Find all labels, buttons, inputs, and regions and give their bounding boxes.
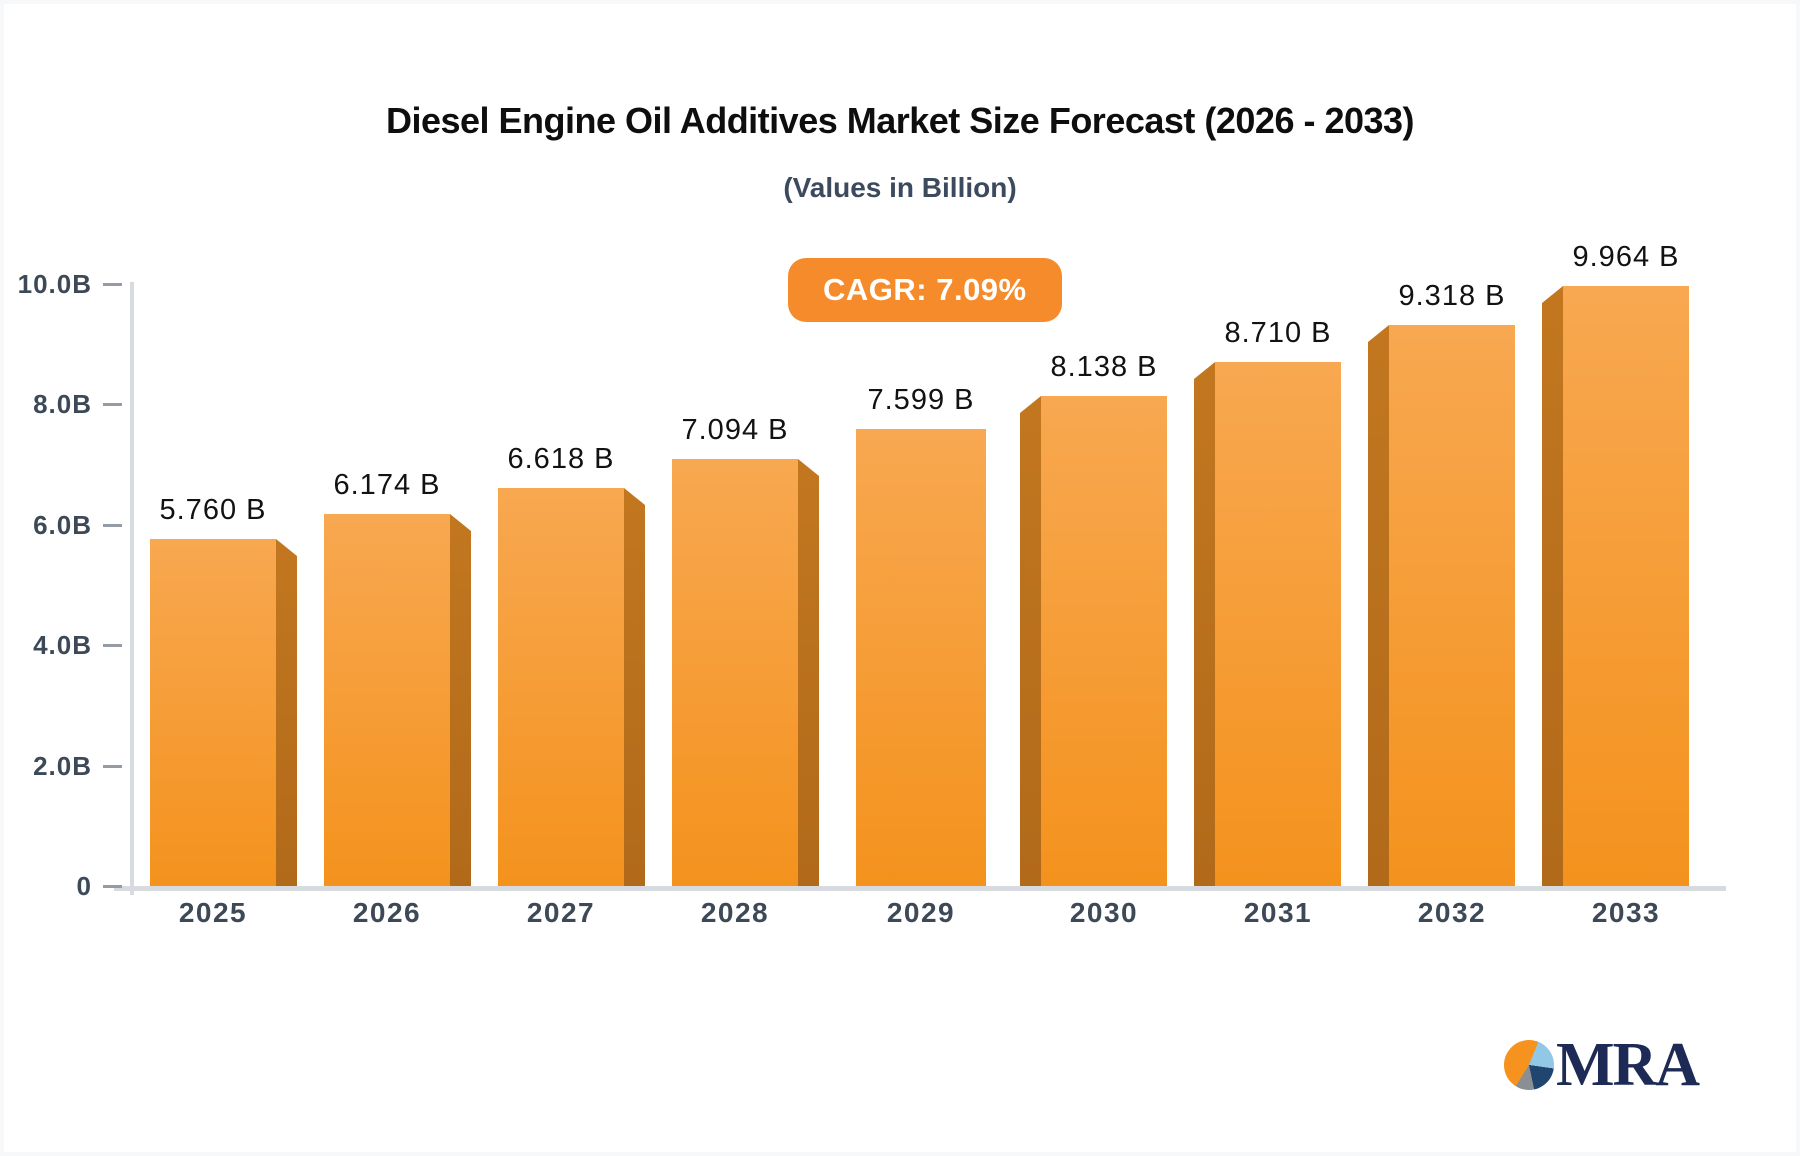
bar-side — [450, 514, 471, 886]
bar — [150, 539, 276, 886]
bar-side — [276, 539, 297, 886]
bar-value-label: 8.138 B — [1050, 351, 1158, 383]
y-tick-label: 10.0B — [17, 269, 92, 299]
x-axis-label: 2025 — [178, 897, 248, 928]
y-tick-mark — [103, 885, 122, 888]
bar-value-label: 9.964 B — [1572, 241, 1680, 273]
bar-side — [1194, 362, 1215, 886]
x-axis-line — [114, 886, 1726, 891]
x-axis-label: 2029 — [886, 897, 956, 928]
y-tick-label: 0 — [76, 871, 92, 901]
x-axis-label: 2027 — [526, 897, 596, 928]
bar — [1215, 362, 1341, 886]
y-tick-label: 6.0B — [33, 509, 92, 540]
page-title: Diesel Engine Oil Additives Market Size … — [385, 100, 1415, 141]
y-tick-mark — [103, 283, 122, 286]
bar — [1389, 325, 1515, 886]
bar — [1041, 396, 1167, 886]
y-tick-mark — [103, 403, 122, 407]
bar-side — [798, 459, 819, 886]
x-axis-label: 2028 — [700, 897, 770, 928]
logo: MRA — [1504, 1031, 1700, 1099]
bar-value-label: 6.618 B — [507, 443, 615, 475]
bar-side — [1020, 396, 1041, 886]
bar — [672, 459, 798, 886]
y-tick-label: 2.0B — [33, 750, 92, 781]
chart-card: Diesel Engine Oil Additives Market Size … — [4, 4, 1796, 1152]
y-tick-mark — [103, 644, 122, 648]
bar — [498, 488, 624, 886]
cagr-badge: CAGR: 7.09% — [788, 258, 1062, 322]
bar-value-label: 5.760 B — [159, 494, 267, 526]
bar-value-label: 6.174 B — [333, 469, 441, 501]
x-axis-label: 2030 — [1069, 897, 1139, 928]
pie-chart-logo-icon — [1504, 1040, 1554, 1090]
y-axis-line — [130, 282, 134, 895]
y-tick-label: 4.0B — [33, 630, 92, 661]
bar-value-label: 7.599 B — [867, 384, 975, 416]
bar-value-label: 9.318 B — [1398, 280, 1506, 312]
bar-side — [624, 488, 645, 886]
logo-text: MRA — [1556, 1031, 1700, 1099]
bar-value-label: 7.094 B — [681, 414, 789, 446]
bar-value-label: 8.710 B — [1224, 317, 1332, 349]
bar — [324, 514, 450, 886]
y-tick-label: 8.0B — [33, 389, 92, 420]
x-axis-label: 2033 — [1591, 897, 1661, 928]
bar-side — [1542, 286, 1563, 886]
x-axis-label: 2031 — [1243, 897, 1313, 928]
page-subtitle: (Values in Billion) — [783, 172, 1017, 203]
bar-side — [1368, 325, 1389, 886]
x-axis-label: 2026 — [352, 897, 422, 928]
y-tick-mark — [103, 764, 122, 768]
x-axis-label: 2032 — [1417, 897, 1487, 928]
bar — [856, 429, 986, 886]
y-tick-mark — [103, 523, 122, 527]
bar — [1563, 286, 1689, 886]
